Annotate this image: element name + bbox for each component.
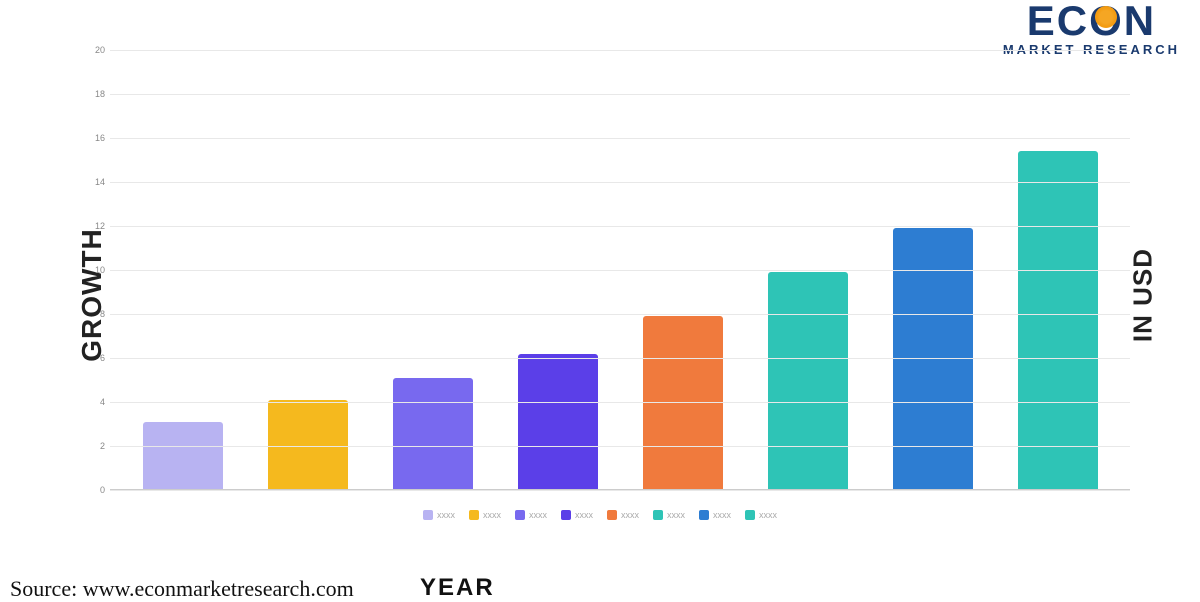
- gridline: [110, 138, 1130, 139]
- legend-item: xxxx: [515, 510, 547, 520]
- gridline: [110, 446, 1130, 447]
- y-tick-label: 6: [85, 353, 105, 363]
- legend-item: xxxx: [423, 510, 455, 520]
- bar: [893, 228, 973, 490]
- y-tick-label: 8: [85, 309, 105, 319]
- y-tick-label: 4: [85, 397, 105, 407]
- legend-label: xxxx: [437, 510, 455, 520]
- legend-item: xxxx: [745, 510, 777, 520]
- gridline: [110, 358, 1130, 359]
- legend: xxxx xxxx xxxx xxxx xxxx xxxx xxxx xxxx: [40, 510, 1160, 520]
- bar: [1018, 151, 1098, 490]
- bar: [643, 316, 723, 490]
- gridline: [110, 182, 1130, 183]
- x-axis-baseline: [110, 489, 1130, 490]
- legend-swatch: [699, 510, 709, 520]
- gridline: [110, 490, 1130, 491]
- legend-label: xxxx: [713, 510, 731, 520]
- legend-label: xxxx: [575, 510, 593, 520]
- y-tick-label: 12: [85, 221, 105, 231]
- gridline: [110, 270, 1130, 271]
- bar: [768, 272, 848, 490]
- bar: [393, 378, 473, 490]
- source-text: Source: www.econmarketresearch.com: [10, 576, 354, 602]
- y-axis-label-right: IN USD: [1127, 248, 1158, 342]
- gridline: [110, 402, 1130, 403]
- gridline: [110, 314, 1130, 315]
- logo-o-icon: O: [1089, 0, 1124, 42]
- legend-swatch: [607, 510, 617, 520]
- legend-swatch: [515, 510, 525, 520]
- gridline: [110, 94, 1130, 95]
- legend-item: xxxx: [653, 510, 685, 520]
- y-tick-label: 14: [85, 177, 105, 187]
- bar: [268, 400, 348, 490]
- plot-area: 02468101214161820: [110, 50, 1130, 490]
- y-tick-label: 20: [85, 45, 105, 55]
- legend-label: xxxx: [529, 510, 547, 520]
- legend-item: xxxx: [469, 510, 501, 520]
- brand-logo: ECON MARKET RESEARCH: [1003, 0, 1180, 57]
- y-tick-label: 10: [85, 265, 105, 275]
- logo-part1: EC: [1027, 0, 1089, 44]
- legend-label: xxxx: [667, 510, 685, 520]
- legend-swatch: [469, 510, 479, 520]
- legend-item: xxxx: [561, 510, 593, 520]
- bar: [143, 422, 223, 490]
- legend-swatch: [561, 510, 571, 520]
- bar: [518, 354, 598, 490]
- y-tick-label: 2: [85, 441, 105, 451]
- legend-swatch: [745, 510, 755, 520]
- legend-label: xxxx: [759, 510, 777, 520]
- y-tick-label: 16: [85, 133, 105, 143]
- gridline: [110, 226, 1130, 227]
- legend-swatch: [653, 510, 663, 520]
- y-axis-label-left: GROWTH: [76, 228, 108, 362]
- y-tick-label: 18: [85, 89, 105, 99]
- legend-item: xxxx: [607, 510, 639, 520]
- y-tick-label: 0: [85, 485, 105, 495]
- year-label: YEAR: [420, 574, 495, 602]
- legend-label: xxxx: [483, 510, 501, 520]
- legend-swatch: [423, 510, 433, 520]
- gridline: [110, 50, 1130, 51]
- legend-label: xxxx: [621, 510, 639, 520]
- logo-part2: N: [1124, 0, 1156, 44]
- legend-item: xxxx: [699, 510, 731, 520]
- chart-container: GROWTH IN USD 02468101214161820 xxxxxxxx…: [40, 50, 1160, 540]
- logo-text: ECON: [1003, 0, 1180, 42]
